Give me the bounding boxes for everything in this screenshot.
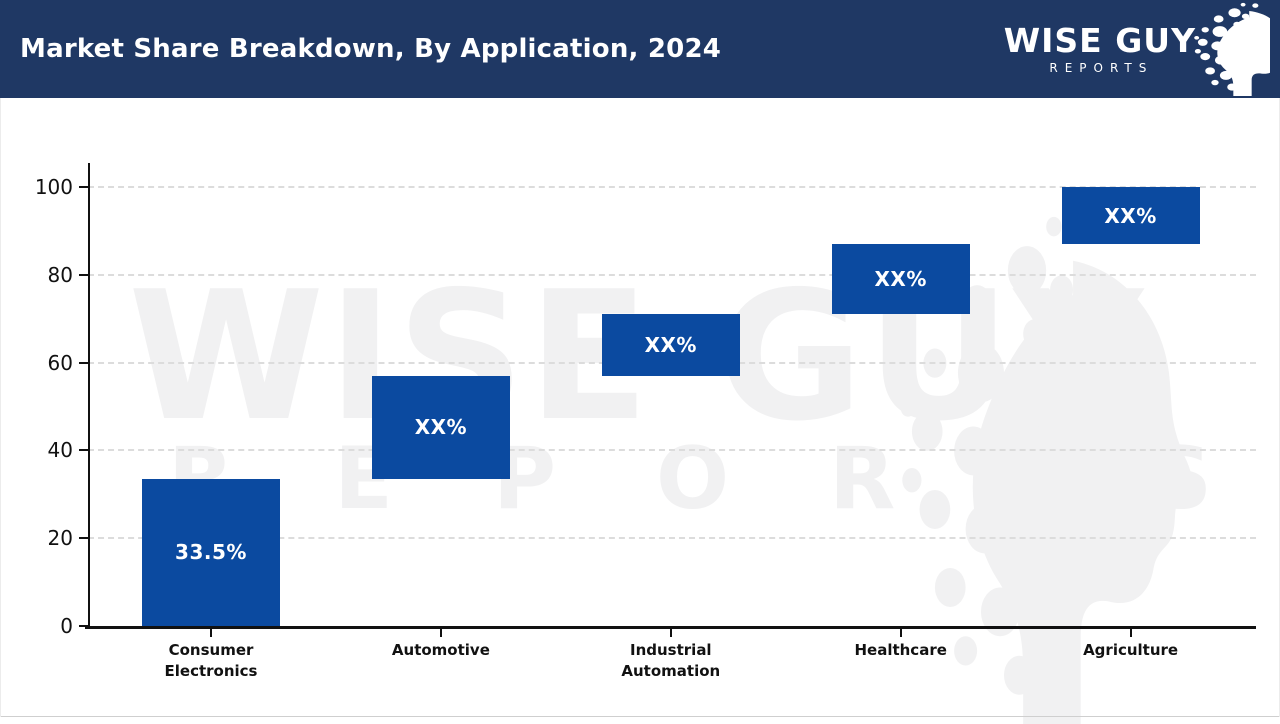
bar-segment: XX% — [831, 244, 970, 315]
y-tick-label: 60 — [47, 350, 73, 375]
y-tick-label: 100 — [34, 175, 73, 199]
x-category-label-line: Healthcare — [854, 641, 947, 659]
y-tick-80 — [79, 273, 88, 276]
y-tick-60 — [79, 361, 88, 364]
y-axis-line — [88, 163, 90, 628]
bar-segment: XX% — [371, 375, 510, 479]
gridline-80 — [88, 273, 1256, 276]
bar-value-label: 33.5% — [175, 540, 247, 565]
bar-segment: XX% — [601, 314, 740, 376]
x-tick — [210, 629, 212, 637]
page-title: Market Share Breakdown, By Application, … — [20, 34, 722, 64]
header-bar: Market Share Breakdown, By Application, … — [0, 0, 1280, 98]
x-category-label-line: Industrial — [630, 641, 712, 659]
gridline-20 — [88, 537, 1256, 540]
logo-sub-text: REPORTS — [1049, 60, 1154, 75]
gridline-40 — [88, 449, 1256, 452]
x-category-label: Consumer Electronics — [96, 640, 326, 682]
x-category-label-line: Automation — [621, 662, 721, 680]
bottom-divider — [0, 716, 1280, 717]
y-tick-label: 80 — [47, 262, 73, 287]
x-category-label-line: Consumer — [168, 641, 254, 659]
y-tick-label: 0 — [60, 614, 73, 638]
x-tick — [899, 629, 902, 637]
gridline-100 — [88, 186, 1256, 188]
left-divider — [0, 98, 1, 717]
x-category-label: Automotive — [326, 640, 556, 661]
y-tick-label: 40 — [47, 438, 73, 463]
x-category-label-line: Agriculture — [1083, 641, 1179, 659]
x-axis-line — [85, 626, 1256, 629]
bar-value-label: XX% — [1104, 203, 1157, 228]
y-tick-0 — [79, 625, 88, 627]
logo-brand-text: WISE GUY — [1003, 20, 1196, 60]
bar-segment: XX% — [1061, 187, 1200, 245]
logo-text: WISE GUY REPORTS — [1004, 24, 1196, 75]
brand-logo: WISE GUY REPORTS — [1004, 2, 1270, 96]
bar-value-label: XX% — [414, 415, 468, 440]
bar-value-label: XX% — [644, 333, 697, 358]
bar-value-label: XX% — [874, 267, 927, 292]
x-category-label: Industrial Automation — [556, 640, 786, 682]
x-category-label: Healthcare — [786, 640, 1016, 661]
y-tick-100 — [79, 186, 88, 188]
x-category-label-line: Automotive — [391, 641, 490, 659]
y-tick-20 — [79, 537, 88, 540]
x-tick — [669, 629, 672, 637]
x-tick — [1129, 629, 1132, 637]
y-tick-label: 20 — [47, 526, 73, 551]
y-tick-40 — [79, 449, 88, 452]
x-category-label: Agriculture — [1016, 640, 1246, 661]
x-category-label-line: Electronics — [164, 662, 258, 680]
x-tick — [439, 629, 442, 637]
bar-segment: 33.5% — [142, 478, 280, 626]
